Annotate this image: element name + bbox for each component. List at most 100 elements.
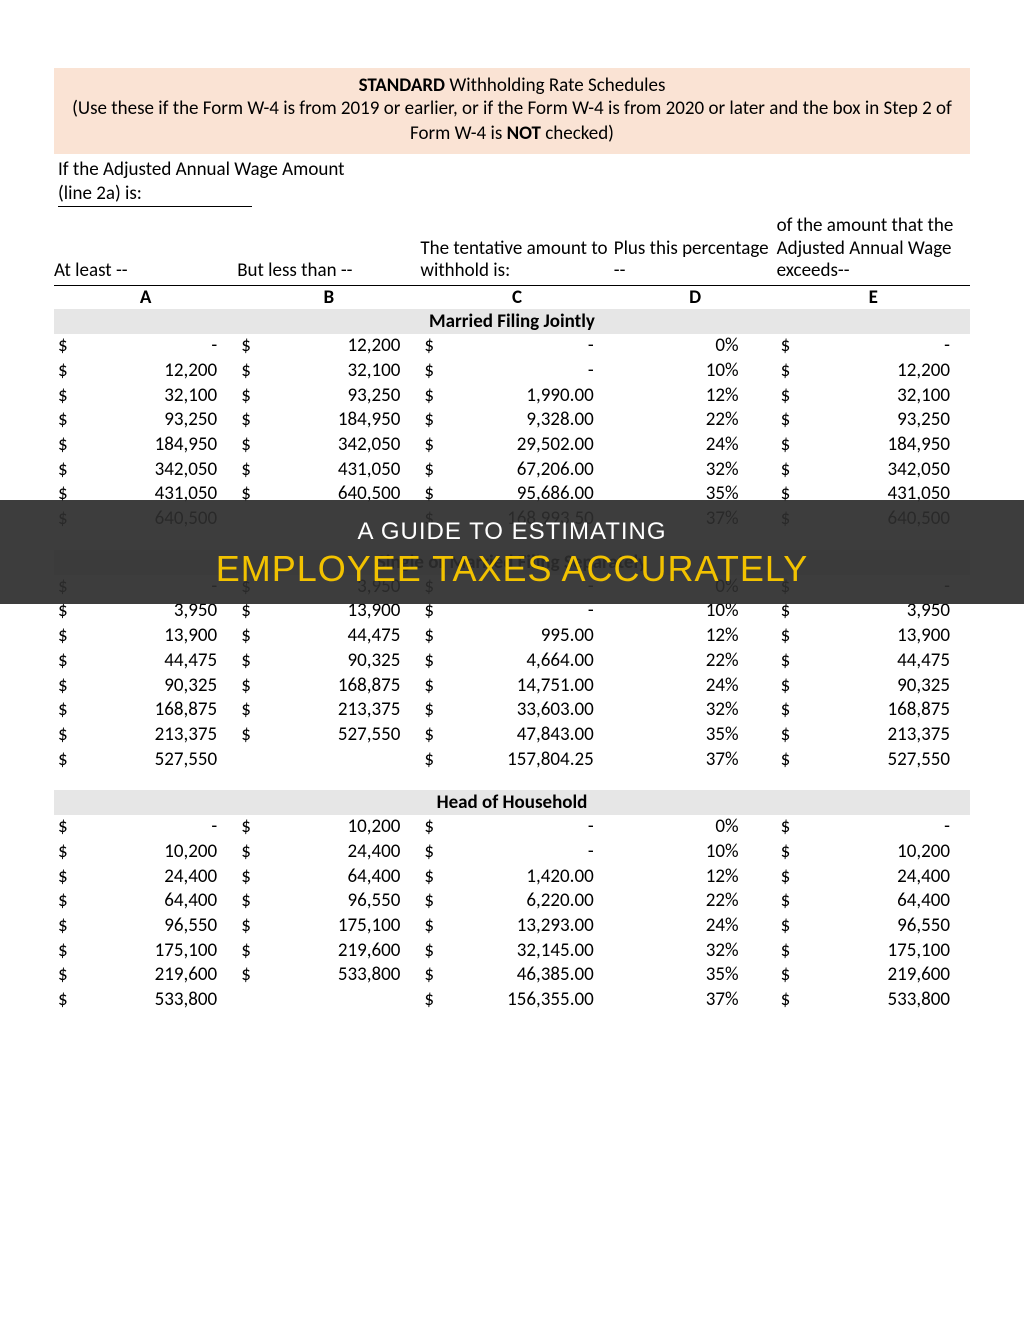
dollar-sign: $: [237, 359, 259, 384]
table-row: $175,100$219,600$32,145.0032%$175,100: [54, 939, 970, 964]
dollar-sign: $: [420, 988, 442, 1013]
dollar-sign: $: [420, 458, 442, 483]
dollar-sign: $: [777, 865, 799, 890]
dollar-sign: $: [777, 723, 799, 748]
dollar-sign: $: [54, 723, 76, 748]
dollar-sign: $: [777, 624, 799, 649]
table-row: $184,950$342,050$29,502.0024%$184,950: [54, 433, 970, 458]
dollar-sign: $: [420, 865, 442, 890]
cell-percentage: 32%: [614, 458, 777, 483]
cell-value: 90,325: [260, 649, 421, 674]
col-letter-B: B: [237, 286, 420, 310]
column-letter-row: A B C D E: [54, 286, 970, 310]
dollar-sign: $: [420, 698, 442, 723]
cell-percentage: 22%: [614, 889, 777, 914]
cell-value: 1,990.00: [443, 384, 614, 409]
table-row: $213,375$527,550$47,843.0035%$213,375: [54, 723, 970, 748]
cell-percentage: 24%: [614, 674, 777, 699]
cell-value: 24,400: [76, 865, 237, 890]
header-sub-bold: NOT: [507, 122, 541, 145]
dollar-sign: $: [420, 433, 442, 458]
dollar-sign: $: [777, 939, 799, 964]
header-title-rest: Withholding Rate Schedules: [445, 74, 665, 97]
cell-value: 157,804.25: [443, 748, 614, 773]
section-title: Head of Household: [54, 790, 970, 815]
col-letter-D: D: [614, 286, 777, 310]
cell-value: 342,050: [799, 458, 970, 483]
cell-percentage: 10%: [614, 840, 777, 865]
cell-value: 175,100: [76, 939, 237, 964]
cell-value: 213,375: [76, 723, 237, 748]
dollar-sign: $: [54, 698, 76, 723]
dollar-sign: $: [237, 384, 259, 409]
cell-value: 533,800: [799, 988, 970, 1013]
cell-value: 93,250: [76, 408, 237, 433]
table-row: $90,325$168,875$14,751.0024%$90,325: [54, 674, 970, 699]
cell-value: 14,751.00: [443, 674, 614, 699]
dollar-sign: $: [237, 963, 259, 988]
dollar-sign: $: [54, 624, 76, 649]
cell-value: -: [443, 359, 614, 384]
section-title: Married Filing Jointly: [54, 309, 970, 334]
cell-value: -: [76, 334, 237, 359]
table-row: $24,400$64,400$1,420.0012%$24,400: [54, 865, 970, 890]
cell-value: [260, 748, 421, 773]
dollar-sign: $: [54, 840, 76, 865]
cell-value: 24,400: [799, 865, 970, 890]
cell-value: 342,050: [76, 458, 237, 483]
cell-value: 533,800: [260, 963, 421, 988]
dollar-sign: $: [777, 988, 799, 1013]
dollar-sign: $: [420, 963, 442, 988]
header-title: STANDARD Withholding Rate Schedules: [66, 74, 958, 97]
cell-value: 213,375: [260, 698, 421, 723]
dollar-sign: $: [420, 624, 442, 649]
cell-value: 96,550: [76, 914, 237, 939]
cell-percentage: 35%: [614, 723, 777, 748]
dollar-sign: $: [777, 840, 799, 865]
cell-value: 219,600: [260, 939, 421, 964]
cell-value: 33,603.00: [443, 698, 614, 723]
intro-text: If the Adjusted Annual Wage Amount (line…: [58, 158, 970, 207]
dollar-sign: $: [54, 433, 76, 458]
dollar-sign: $: [777, 889, 799, 914]
cell-value: 24,400: [260, 840, 421, 865]
dollar-sign: $: [420, 359, 442, 384]
dollar-sign: $: [777, 674, 799, 699]
cell-value: 46,385.00: [443, 963, 614, 988]
dollar-sign: $: [237, 865, 259, 890]
cell-value: 156,355.00: [443, 988, 614, 1013]
dollar-sign: $: [237, 698, 259, 723]
cell-value: 9,328.00: [443, 408, 614, 433]
dollar-sign: $: [237, 458, 259, 483]
cell-value: 96,550: [260, 889, 421, 914]
dollar-sign: $: [54, 865, 76, 890]
dollar-sign: $: [54, 748, 76, 773]
cell-percentage: 10%: [614, 359, 777, 384]
dollar-sign: $: [54, 889, 76, 914]
cell-value: 168,875: [799, 698, 970, 723]
dollar-sign: $: [237, 334, 259, 359]
cell-percentage: 12%: [614, 384, 777, 409]
overlay-banner: A GUIDE TO ESTIMATING EMPLOYEE TAXES ACC…: [0, 500, 1024, 604]
header-box: STANDARD Withholding Rate Schedules (Use…: [54, 68, 970, 154]
cell-value: 93,250: [799, 408, 970, 433]
dollar-sign: $: [237, 723, 259, 748]
cell-value: 47,843.00: [443, 723, 614, 748]
cell-value: [260, 988, 421, 1013]
dollar-sign: $: [777, 698, 799, 723]
cell-value: 533,800: [76, 988, 237, 1013]
cell-value: 64,400: [799, 889, 970, 914]
dollar-sign: $: [237, 408, 259, 433]
cell-percentage: 32%: [614, 939, 777, 964]
dollar-sign: $: [237, 624, 259, 649]
cell-value: 184,950: [799, 433, 970, 458]
header-subtitle: (Use these if the Form W-4 is from 2019 …: [66, 97, 958, 146]
cell-value: -: [799, 334, 970, 359]
table-row: $12,200$32,100$-10%$12,200: [54, 359, 970, 384]
overlay-line1: A GUIDE TO ESTIMATING: [0, 518, 1024, 546]
cell-percentage: 22%: [614, 649, 777, 674]
cell-value: 96,550: [799, 914, 970, 939]
cell-value: 184,950: [260, 408, 421, 433]
cell-value: 90,325: [76, 674, 237, 699]
dollar-sign: $: [54, 914, 76, 939]
